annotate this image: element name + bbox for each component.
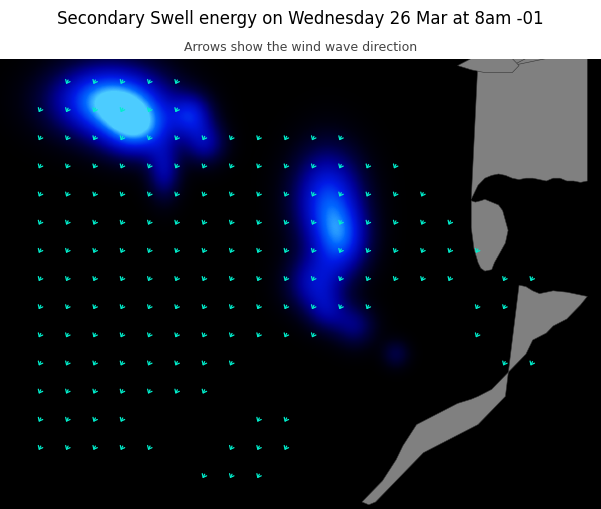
Text: Secondary Swell energy on Wednesday 26 Mar at 8am -01: Secondary Swell energy on Wednesday 26 M…	[57, 10, 544, 27]
Polygon shape	[362, 285, 587, 505]
Polygon shape	[512, 59, 601, 66]
Polygon shape	[457, 59, 519, 73]
Polygon shape	[471, 200, 508, 271]
Polygon shape	[471, 59, 587, 200]
Text: Arrows show the wind wave direction: Arrows show the wind wave direction	[184, 42, 417, 54]
